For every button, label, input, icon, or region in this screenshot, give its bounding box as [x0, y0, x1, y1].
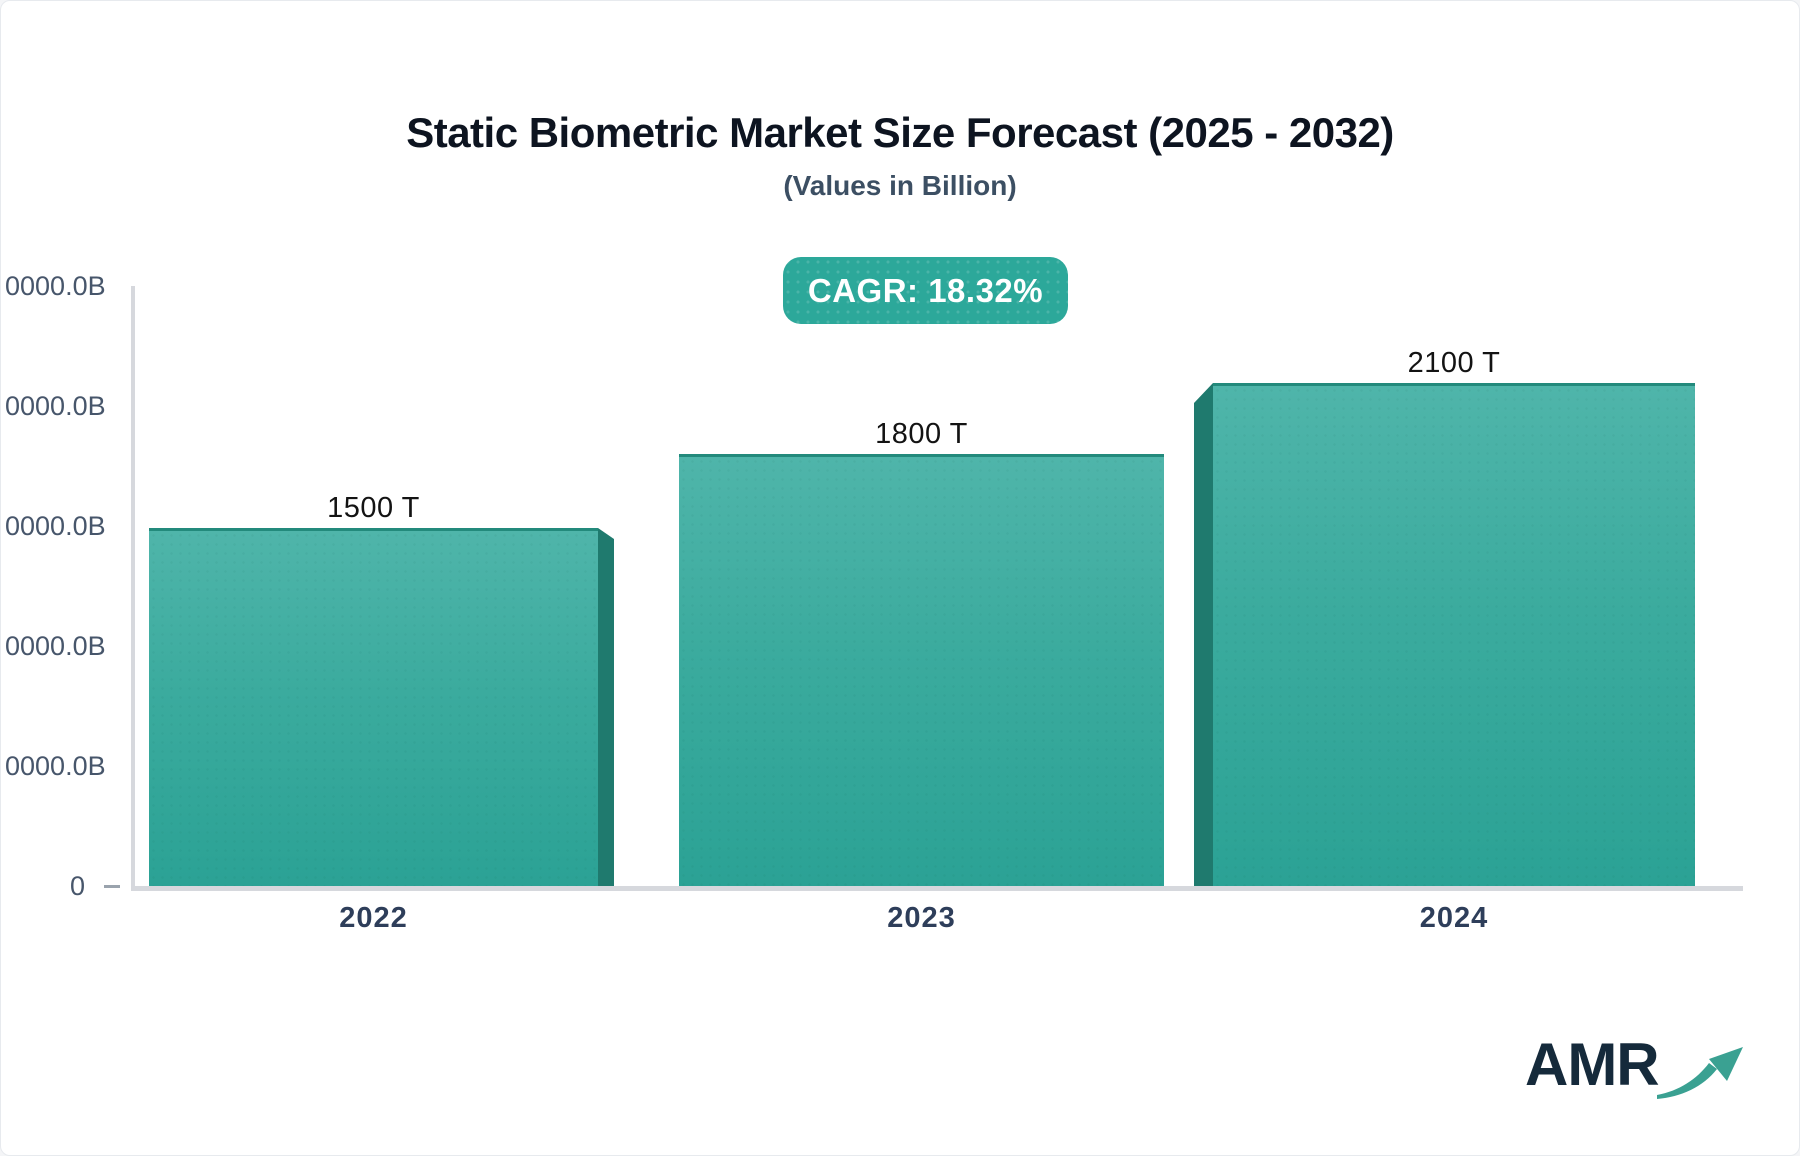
growth-arrow-icon — [1656, 1047, 1743, 1099]
x-axis-label-2024: 2024 — [1419, 902, 1489, 934]
y-axis-tick-label: 0000.0B — [5, 751, 106, 781]
y-axis-tick-label: 0000.0B — [5, 511, 106, 541]
x-axis-label-2023: 2023 — [887, 902, 956, 934]
y-axis-tick-label: 0000.0B — [5, 631, 106, 661]
bar-2023-value-label: 1800 T — [875, 418, 968, 450]
chart-title: Static Biometric Market Size Forecast (2… — [406, 109, 1394, 156]
y-axis-tick-label: 0000.0B — [5, 391, 106, 421]
chart-subtitle: (Values in Billion) — [783, 170, 1017, 201]
amr-logo-text: AMR — [1525, 1031, 1660, 1098]
bar-2024-side — [1194, 383, 1213, 886]
amr-logo: AMR — [1525, 1031, 1747, 1105]
cagr-badge-label: CAGR: 18.32% — [807, 271, 1044, 309]
y-axis-zero-label: 0 — [69, 871, 85, 901]
x-axis-line — [131, 886, 1743, 891]
y-axis-line — [131, 286, 135, 889]
cagr-badge: CAGR: 18.32% — [783, 257, 1068, 324]
bar-2023 — [679, 454, 1164, 886]
bar-2022 — [149, 528, 598, 886]
y-axis-tick-label: 0000.0B — [5, 271, 106, 301]
bar-2022-value-label: 1500 T — [327, 492, 420, 524]
y-axis-tick-mark — [104, 885, 120, 888]
bar-2022-side — [598, 528, 614, 886]
bar-2024-value-label: 2100 T — [1407, 347, 1501, 379]
bar-2024 — [1213, 383, 1695, 886]
x-axis-label-2022: 2022 — [339, 902, 408, 934]
